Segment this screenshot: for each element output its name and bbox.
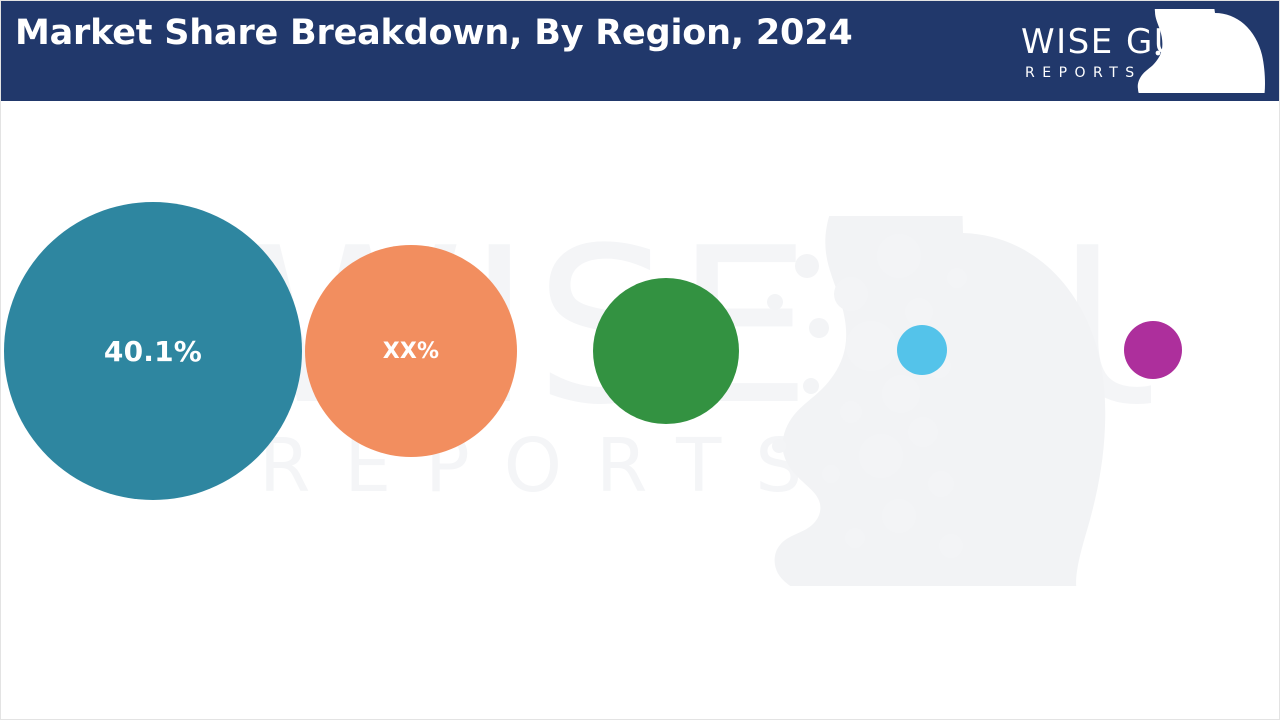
bubble-plot-area: 40.1% XX% North America Europe APAC Sout… (1, 101, 1279, 719)
bubble-mea[interactable] (1124, 321, 1182, 379)
bubble-value-europe: XX% (382, 338, 440, 364)
bubble-apac[interactable] (593, 278, 739, 424)
bubble-north-america[interactable]: 40.1% (4, 202, 302, 500)
bubble-europe[interactable]: XX% (305, 245, 517, 457)
bubble-value-north-america: 40.1% (103, 334, 203, 368)
logo-svg: WISE GUY REPORTS (1021, 1, 1265, 101)
wise-guy-reports-logo[interactable]: WISE GUY REPORTS (1019, 1, 1269, 101)
bubble-south-america[interactable] (897, 325, 947, 375)
svg-text:REPORTS: REPORTS (1025, 65, 1142, 81)
header-bar: Market Share Breakdown, By Region, 2024 … (1, 1, 1279, 101)
page-title: Market Share Breakdown, By Region, 2024 (15, 13, 853, 53)
logo-head-icon (1137, 1, 1265, 101)
